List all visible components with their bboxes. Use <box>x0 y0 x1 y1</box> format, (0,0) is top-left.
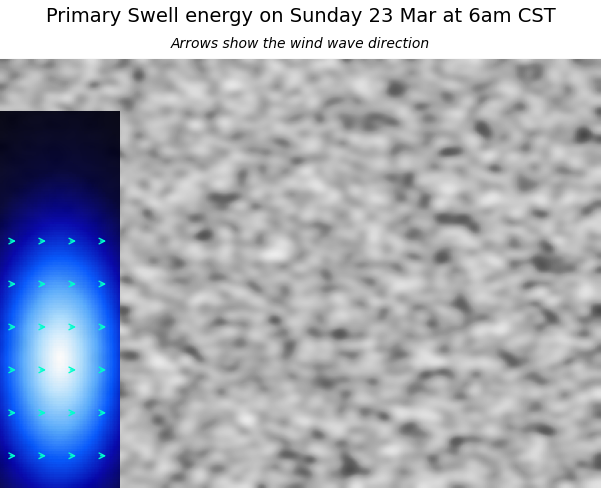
Text: Arrows show the wind wave direction: Arrows show the wind wave direction <box>171 37 430 51</box>
Text: Primary Swell energy on Sunday 23 Mar at 6am CST: Primary Swell energy on Sunday 23 Mar at… <box>46 7 555 26</box>
